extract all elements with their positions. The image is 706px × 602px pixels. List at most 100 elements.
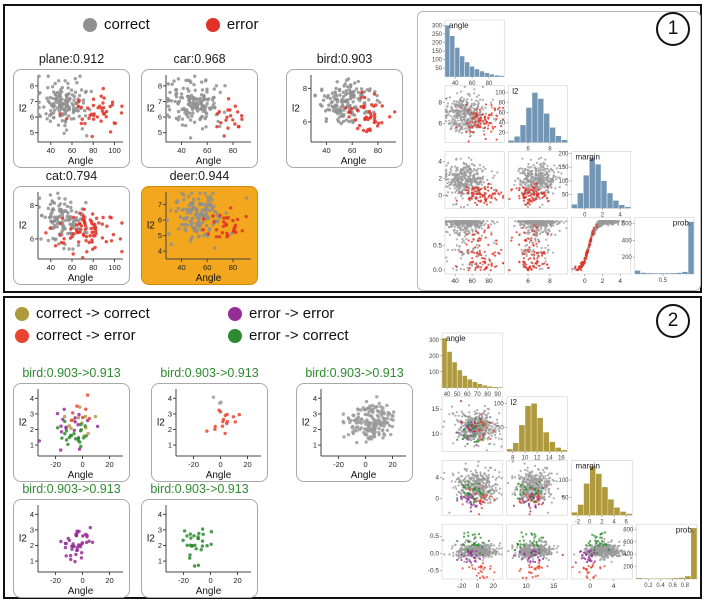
svg-text:150: 150: [432, 49, 443, 55]
svg-text:80: 80: [374, 146, 382, 155]
svg-text:40: 40: [452, 278, 460, 285]
svg-text:60: 60: [348, 146, 356, 155]
legend-color-dot: [205, 17, 220, 32]
svg-text:100: 100: [494, 402, 505, 408]
svg-text:80: 80: [499, 101, 506, 107]
card-title: bird:0.903->0.913: [305, 366, 404, 380]
card-plot-box: -20 0 20 1 2 3 4 Angle l2: [296, 383, 413, 482]
svg-text:6: 6: [303, 117, 307, 126]
svg-text:Angle: Angle: [196, 273, 222, 283]
svg-text:400: 400: [622, 238, 633, 244]
svg-text:80: 80: [484, 392, 491, 398]
svg-text:20: 20: [499, 131, 506, 137]
svg-text:40: 40: [177, 146, 185, 155]
svg-text:60: 60: [468, 278, 476, 285]
scatter-plot: 40 60 80 5 6 7 8 Angle l2: [147, 74, 251, 166]
svg-text:6: 6: [158, 216, 162, 225]
svg-text:80: 80: [229, 263, 237, 272]
card-bird[interactable]: bird:0.903->0.913 -20 0 20 1 2 3 4 Angle l2: [13, 366, 130, 482]
svg-text:80: 80: [485, 278, 493, 285]
card-bird[interactable]: bird:0.903 40 60 80 6 8 Angle l2: [286, 52, 403, 168]
card-bird[interactable]: bird:0.903->0.913 -20 0 20 1 2 3 4 Angle l2: [296, 366, 413, 482]
legend-label: correct -> correct: [36, 305, 150, 322]
svg-text:100: 100: [108, 146, 121, 155]
card-plot-box: 40 60 80 100 5 6 7 8 Angle l2: [13, 69, 130, 168]
card-car[interactable]: car:0.968 40 60 80 5 6 7 8 Angle l2: [141, 52, 258, 168]
svg-text:12: 12: [534, 456, 541, 462]
card-bird[interactable]: bird:0.903->0.913 -20 0 20 1 2 3 4 Angle l2: [151, 366, 268, 482]
svg-text:4: 4: [438, 159, 442, 166]
legend-item: error: [205, 16, 259, 33]
svg-text:Angle: Angle: [196, 156, 222, 166]
scatter-plot: 40 60 80 6 8 Angle l2: [292, 75, 397, 166]
svg-text:4: 4: [435, 474, 439, 481]
scatter-plot: 40 60 80 100 5 6 7 8 Angle l2: [19, 74, 124, 166]
svg-text:4: 4: [618, 278, 622, 285]
card-deer[interactable]: deer:0.944 40 60 80 4 5 6 7 Angle l2: [141, 169, 258, 285]
svg-text:100: 100: [558, 179, 569, 185]
svg-text:16: 16: [558, 456, 565, 462]
svg-text:angle: angle: [449, 21, 469, 30]
svg-text:60: 60: [203, 146, 211, 155]
legend-item: correct -> error: [15, 327, 228, 344]
card-plane[interactable]: plane:0.912 40 60 80 100 5 6 7 8 Angle l2: [13, 52, 130, 168]
svg-text:6: 6: [438, 121, 442, 128]
svg-text:Angle: Angle: [341, 156, 367, 166]
svg-text:80: 80: [89, 263, 97, 272]
svg-text:60: 60: [499, 111, 506, 117]
legend-label: correct -> error: [36, 327, 136, 344]
svg-text:8: 8: [158, 81, 162, 90]
svg-text:40: 40: [452, 81, 459, 87]
svg-text:60: 60: [464, 392, 471, 398]
svg-text:Angle: Angle: [68, 156, 94, 166]
svg-text:80: 80: [229, 146, 237, 155]
card-title: bird:0.903->0.913: [160, 366, 259, 380]
svg-text:90: 90: [494, 392, 501, 398]
svg-text:2: 2: [601, 212, 605, 218]
svg-text:0: 0: [438, 193, 442, 200]
svg-text:prob.: prob.: [673, 218, 691, 227]
svg-text:Angle: Angle: [68, 273, 94, 283]
legend-color-dot: [228, 306, 242, 321]
legend-panel-1: correct error: [83, 16, 259, 33]
legend-item: correct -> correct: [15, 305, 228, 322]
svg-text:50: 50: [562, 193, 569, 199]
svg-text:0.5: 0.5: [659, 278, 668, 284]
svg-text:200: 200: [429, 354, 440, 360]
svg-text:0: 0: [583, 278, 587, 285]
svg-text:6: 6: [30, 234, 34, 243]
svg-text:40: 40: [177, 263, 185, 272]
svg-text:l2: l2: [512, 87, 519, 96]
svg-text:15: 15: [432, 406, 440, 413]
svg-text:l2: l2: [147, 221, 155, 232]
svg-text:4: 4: [618, 212, 622, 218]
card-bird[interactable]: bird:0.903->0.913 -20 0 20 1 2 3 4 Angle l2: [141, 482, 258, 598]
svg-text:50: 50: [497, 426, 504, 432]
svg-text:50: 50: [454, 392, 461, 398]
svg-text:200: 200: [558, 152, 569, 158]
svg-text:100: 100: [108, 263, 121, 272]
svg-text:300: 300: [432, 23, 443, 29]
card-bird[interactable]: bird:0.903->0.913 -20 0 20 1 2 3 4 Angle l2: [13, 482, 130, 598]
card-plot-box: 40 60 80 5 6 7 8 Angle l2: [141, 69, 258, 168]
card-plot-box: -20 0 20 1 2 3 4 Angle l2: [141, 499, 258, 598]
legend-color-dot: [15, 328, 29, 343]
card-title: bird:0.903: [316, 52, 373, 66]
panel-2-badge: 2: [656, 304, 690, 338]
svg-text:60: 60: [68, 263, 76, 272]
svg-text:40: 40: [47, 146, 55, 155]
card-cat[interactable]: cat:0.794 40 60 80 100 6 8 Angle l2: [13, 169, 130, 285]
legend-label: error -> error: [249, 305, 335, 322]
scatter-plot: 40 60 80 100 6 8 Angle l2: [19, 191, 124, 283]
svg-text:70: 70: [474, 392, 481, 398]
svg-text:80: 80: [89, 146, 97, 155]
card-title: cat:0.794: [45, 169, 98, 183]
svg-text:8: 8: [511, 456, 515, 462]
card-plot-box: 40 60 80 6 8 Angle l2: [286, 69, 403, 168]
svg-text:6: 6: [526, 278, 530, 285]
legend-label: error -> correct: [249, 327, 349, 344]
